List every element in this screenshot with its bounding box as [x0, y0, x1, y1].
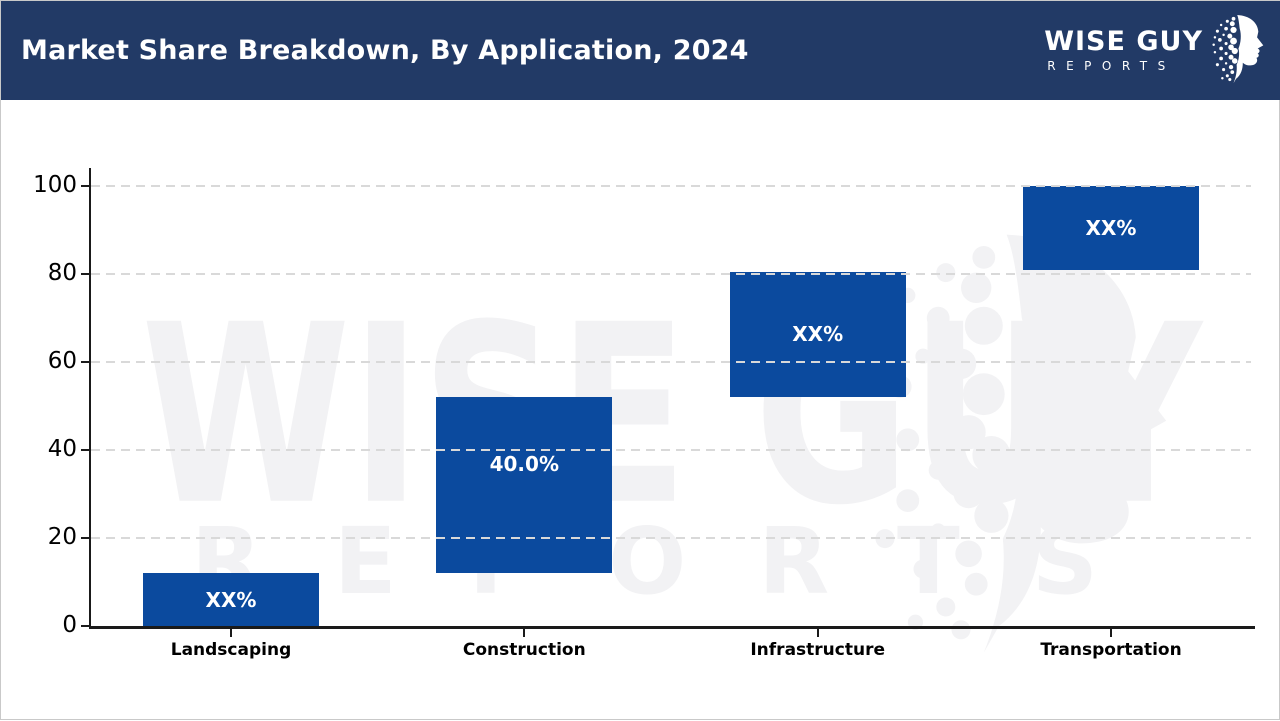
- x-tick-label-landscaping: Landscaping: [170, 640, 292, 660]
- bar-value-label: XX%: [792, 322, 844, 347]
- bar-value-label: 40.0%: [489, 452, 559, 477]
- x-tick-transportation: [1110, 629, 1112, 637]
- y-tick-label-80: 80: [47, 260, 77, 286]
- y-tick-label-60: 60: [47, 348, 77, 374]
- y-tick-label-40: 40: [47, 436, 77, 462]
- y-tick-label-20: 20: [47, 524, 77, 550]
- gridline-80: [91, 273, 1251, 275]
- x-tick-label-construction: Construction: [462, 640, 586, 660]
- brand-logo-text: WISE GUY REPORTS: [1044, 28, 1203, 73]
- y-tick-label-0: 0: [62, 612, 77, 638]
- y-tick-40: [81, 449, 90, 451]
- header-bar: Market Share Breakdown, By Application, …: [1, 1, 1280, 100]
- page-title: Market Share Breakdown, By Application, …: [21, 35, 749, 66]
- x-tick-landscaping: [230, 629, 232, 637]
- y-tick-label-100: 100: [33, 172, 77, 198]
- y-tick-20: [81, 537, 90, 539]
- y-tick-80: [81, 273, 90, 275]
- y-axis-spine: [89, 168, 91, 628]
- gridline-60: [91, 361, 1251, 363]
- bar-infrastructure: XX%: [729, 271, 906, 398]
- brand-logo: WISE GUY REPORTS: [1044, 5, 1267, 97]
- bar-construction: 40.0%: [436, 397, 613, 574]
- x-tick-label-transportation: Transportation: [1040, 640, 1182, 660]
- y-tick-0: [81, 625, 90, 627]
- bar-value-label: XX%: [1085, 215, 1137, 240]
- bar-transportation: XX%: [1023, 186, 1199, 270]
- gridline-20: [91, 537, 1251, 539]
- y-tick-100: [81, 185, 90, 187]
- bar-value-label: XX%: [205, 587, 257, 612]
- x-axis-spine: [89, 626, 1255, 629]
- x-tick-label-infrastructure: Infrastructure: [750, 640, 885, 660]
- x-tick-infrastructure: [816, 629, 819, 637]
- bar-landscaping: XX%: [143, 573, 319, 626]
- gridline-40: [91, 449, 1251, 451]
- y-tick-60: [81, 361, 90, 363]
- brand-wordmark: WISE GUY: [1044, 26, 1203, 57]
- brand-sub-wordmark: REPORTS: [1047, 59, 1176, 73]
- gridline-100: [91, 185, 1251, 187]
- x-tick-construction: [523, 629, 526, 637]
